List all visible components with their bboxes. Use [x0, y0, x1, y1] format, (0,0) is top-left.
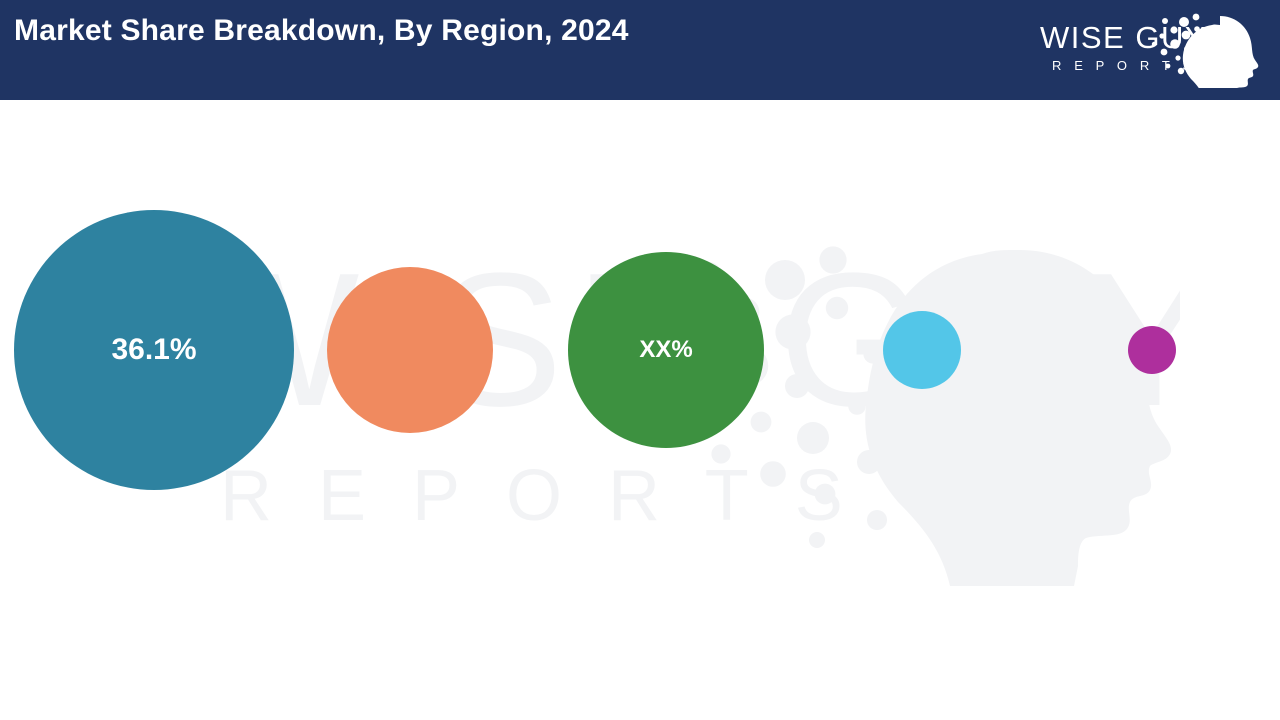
- bubble-value-apac: XX%: [639, 336, 693, 363]
- bubble-value-north-america: 36.1%: [111, 333, 197, 366]
- page-title: Market Share Breakdown, By Region, 2024: [14, 14, 629, 47]
- logo-head-icon: [1151, 13, 1259, 88]
- header-bar: Market Share Breakdown, By Region, 2024 …: [0, 0, 1280, 100]
- wise-guy-reports-logo: WISE GUY R E P O R T S: [1034, 8, 1262, 88]
- bubble-north-america[interactable]: 36.1%: [14, 210, 294, 490]
- bubble-europe[interactable]: [327, 267, 493, 433]
- logo-wordmark-secondary: R E P O R T S: [1052, 58, 1196, 73]
- bubble-south-america[interactable]: [883, 311, 961, 389]
- bubble-apac[interactable]: XX%: [568, 252, 764, 448]
- bubble-mea[interactable]: [1128, 326, 1176, 374]
- watermark-wordmark-secondary: REPORTS: [220, 456, 889, 536]
- logo-wordmark-primary: WISE GUY: [1040, 20, 1207, 55]
- bubble-chart-plot-area: WISE GUY REPORTS: [0, 100, 1280, 720]
